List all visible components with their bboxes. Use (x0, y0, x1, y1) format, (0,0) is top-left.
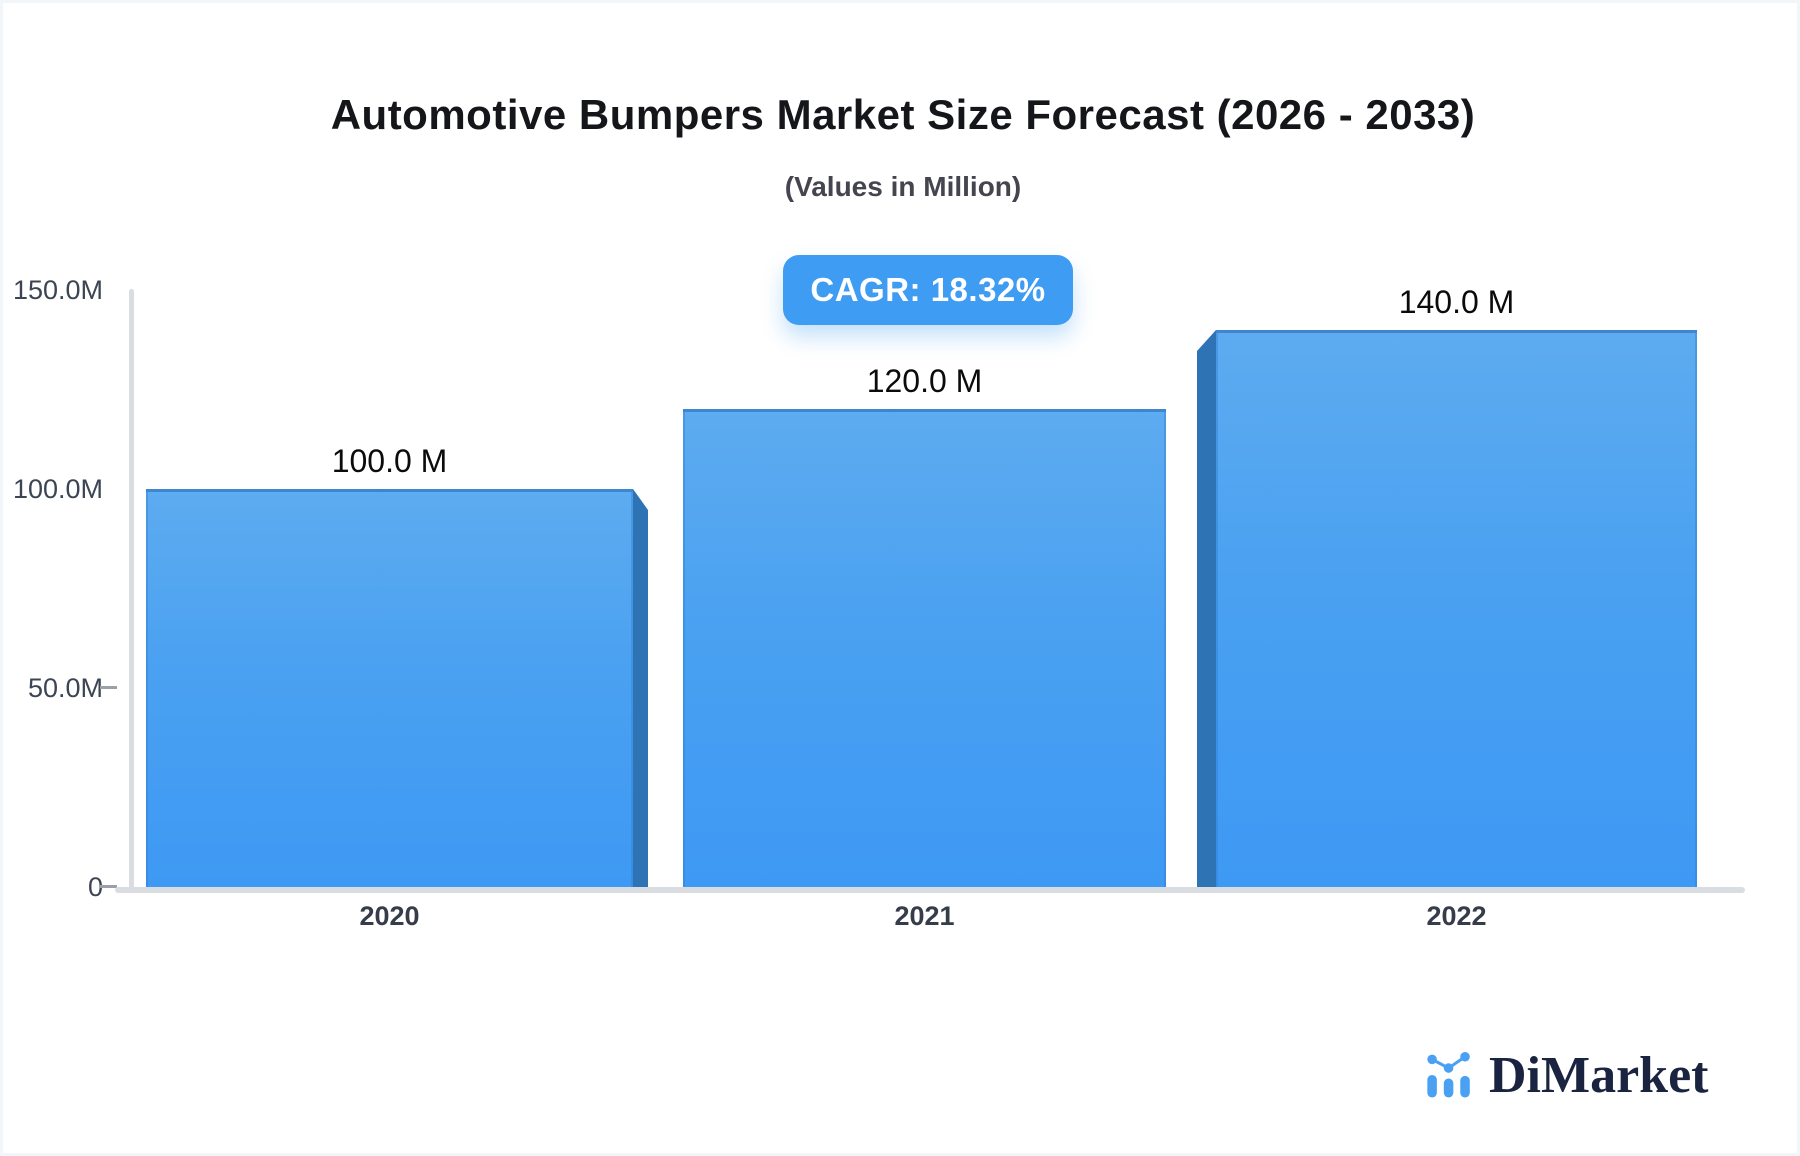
chart-title: Automotive Bumpers Market Size Forecast … (330, 91, 1476, 138)
dimarket-logo-text: DiMarket (1489, 1047, 1709, 1104)
bar-value-label-2021: 120.0 M (866, 363, 983, 399)
y-axis-line (129, 289, 134, 893)
chart-subtitle: (Values in Million) (784, 171, 1022, 202)
y-axis-label-50: 50.0M (27, 673, 103, 703)
y-axis-tick-50 (100, 686, 117, 689)
dimarket-logo: DiMarket (1423, 1041, 1709, 1104)
bar-value-label-2022: 140.0 M (1398, 284, 1515, 320)
x-axis-label-2020: 2020 (359, 901, 420, 931)
bar-2021[interactable] (683, 409, 1166, 887)
dimarket-logo-icon (1427, 1052, 1470, 1098)
y-axis-label-0: 0 (87, 872, 103, 902)
x-axis-label-2021: 2021 (894, 901, 955, 931)
x-axis-label-2022: 2022 (1426, 901, 1487, 931)
cagr-badge-label: CAGR: 18.32% (810, 271, 1046, 308)
bar-value-label-2020: 100.0 M (331, 443, 448, 479)
bar-2020[interactable] (146, 489, 633, 887)
bar-2022-side-face (1197, 330, 1216, 887)
x-axis-line (115, 887, 1745, 893)
y-axis-label-150: 150.0M (12, 275, 103, 305)
cagr-badge: CAGR: 18.32% (783, 255, 1073, 325)
y-axis-label-100: 100.0M (12, 474, 103, 504)
bar-2020-side-face (633, 489, 648, 887)
bar-2022[interactable] (1216, 330, 1697, 887)
y-axis-tick-0 (100, 885, 117, 888)
